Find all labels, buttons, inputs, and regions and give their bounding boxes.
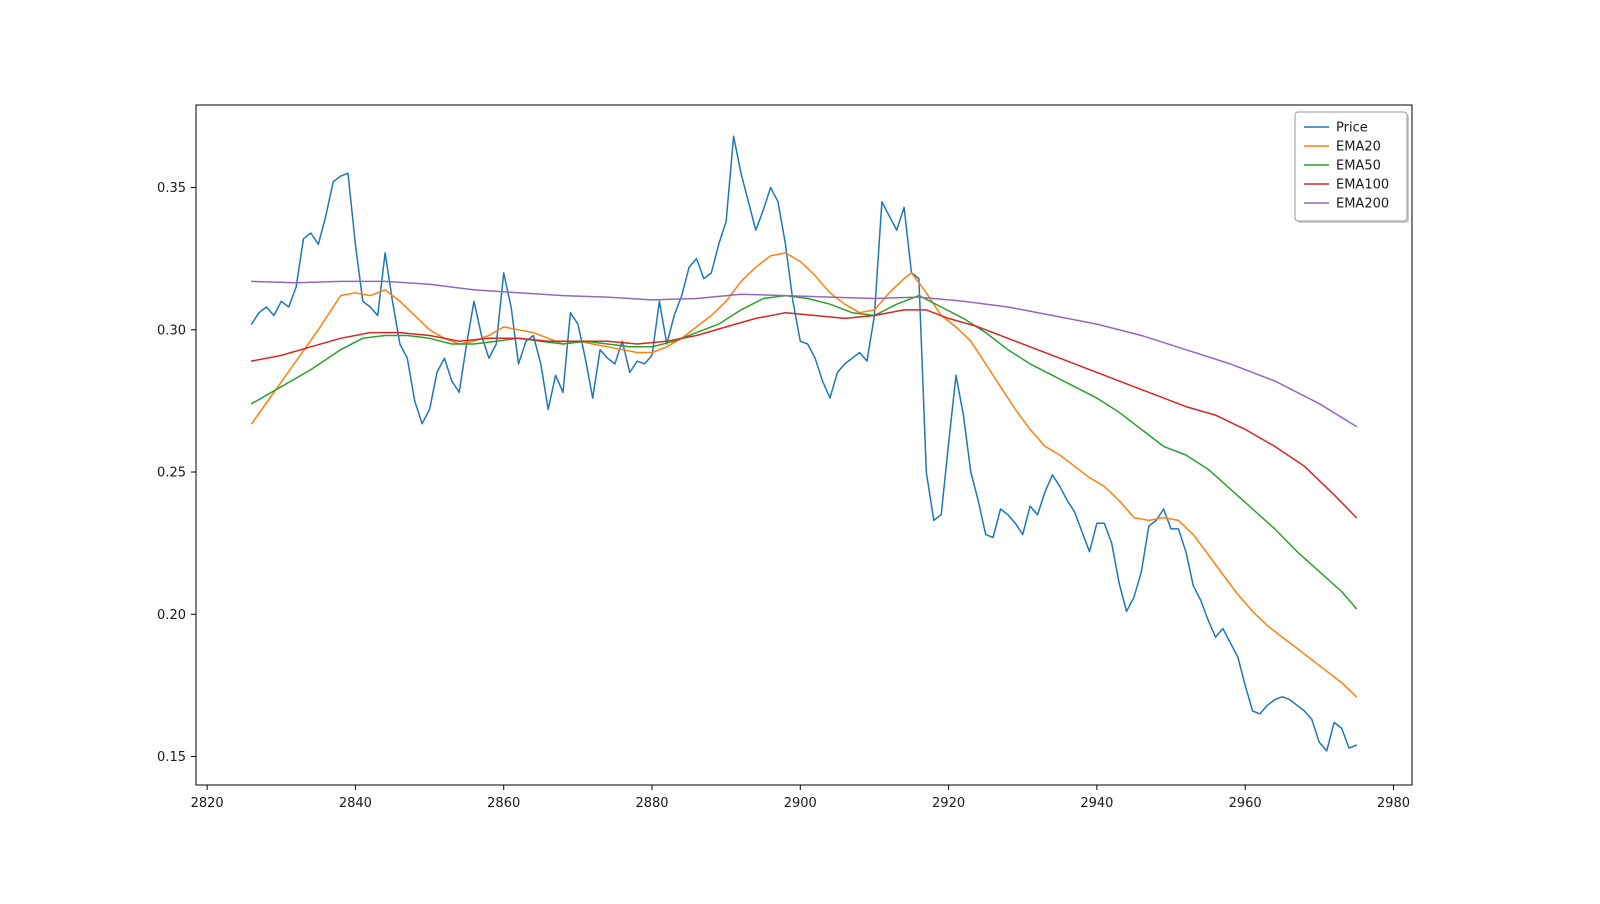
legend-label: EMA20 [1336,140,1381,155]
x-tick-label: 2860 [487,796,520,811]
legend-item-ema200: EMA200 [1304,197,1389,212]
legend-item-ema100: EMA100 [1304,178,1389,193]
series-line-ema50 [250,294,1358,610]
x-tick-label: 2840 [339,796,372,811]
x-tick-label: 2820 [191,796,224,811]
x-tick-label: 2900 [784,796,817,811]
series-line-ema100 [250,309,1358,519]
y-tick-label: 0.30 [157,323,186,338]
x-tick-label: 2920 [932,796,965,811]
series-line-ema20 [250,252,1358,698]
series-line-price [250,135,1358,752]
legend-item-ema50: EMA50 [1304,159,1381,174]
series-line-ema200 [250,280,1358,428]
legend-frame [1294,111,1408,222]
legend-label: Price [1336,121,1368,136]
y-tick-label: 0.15 [157,750,186,765]
x-tick-label: 2880 [635,796,668,811]
legend-item-ema20: EMA20 [1304,140,1381,155]
y-tick-label: 0.25 [157,466,186,481]
y-tick-label: 0.20 [157,608,186,623]
plot-border [195,104,1413,786]
legend-label: EMA100 [1336,178,1389,193]
legend: Price EMA20 EMA50 EMA100 EMA200 [1294,111,1409,223]
x-tick-label: 2960 [1229,796,1262,811]
legend-label: EMA200 [1336,197,1389,212]
x-tick-label: 2940 [1080,796,1113,811]
x-tick-label: 2980 [1377,796,1410,811]
legend-label: EMA50 [1336,159,1381,174]
legend-item-price: Price [1304,121,1368,136]
y-tick-label: 0.35 [157,181,186,196]
